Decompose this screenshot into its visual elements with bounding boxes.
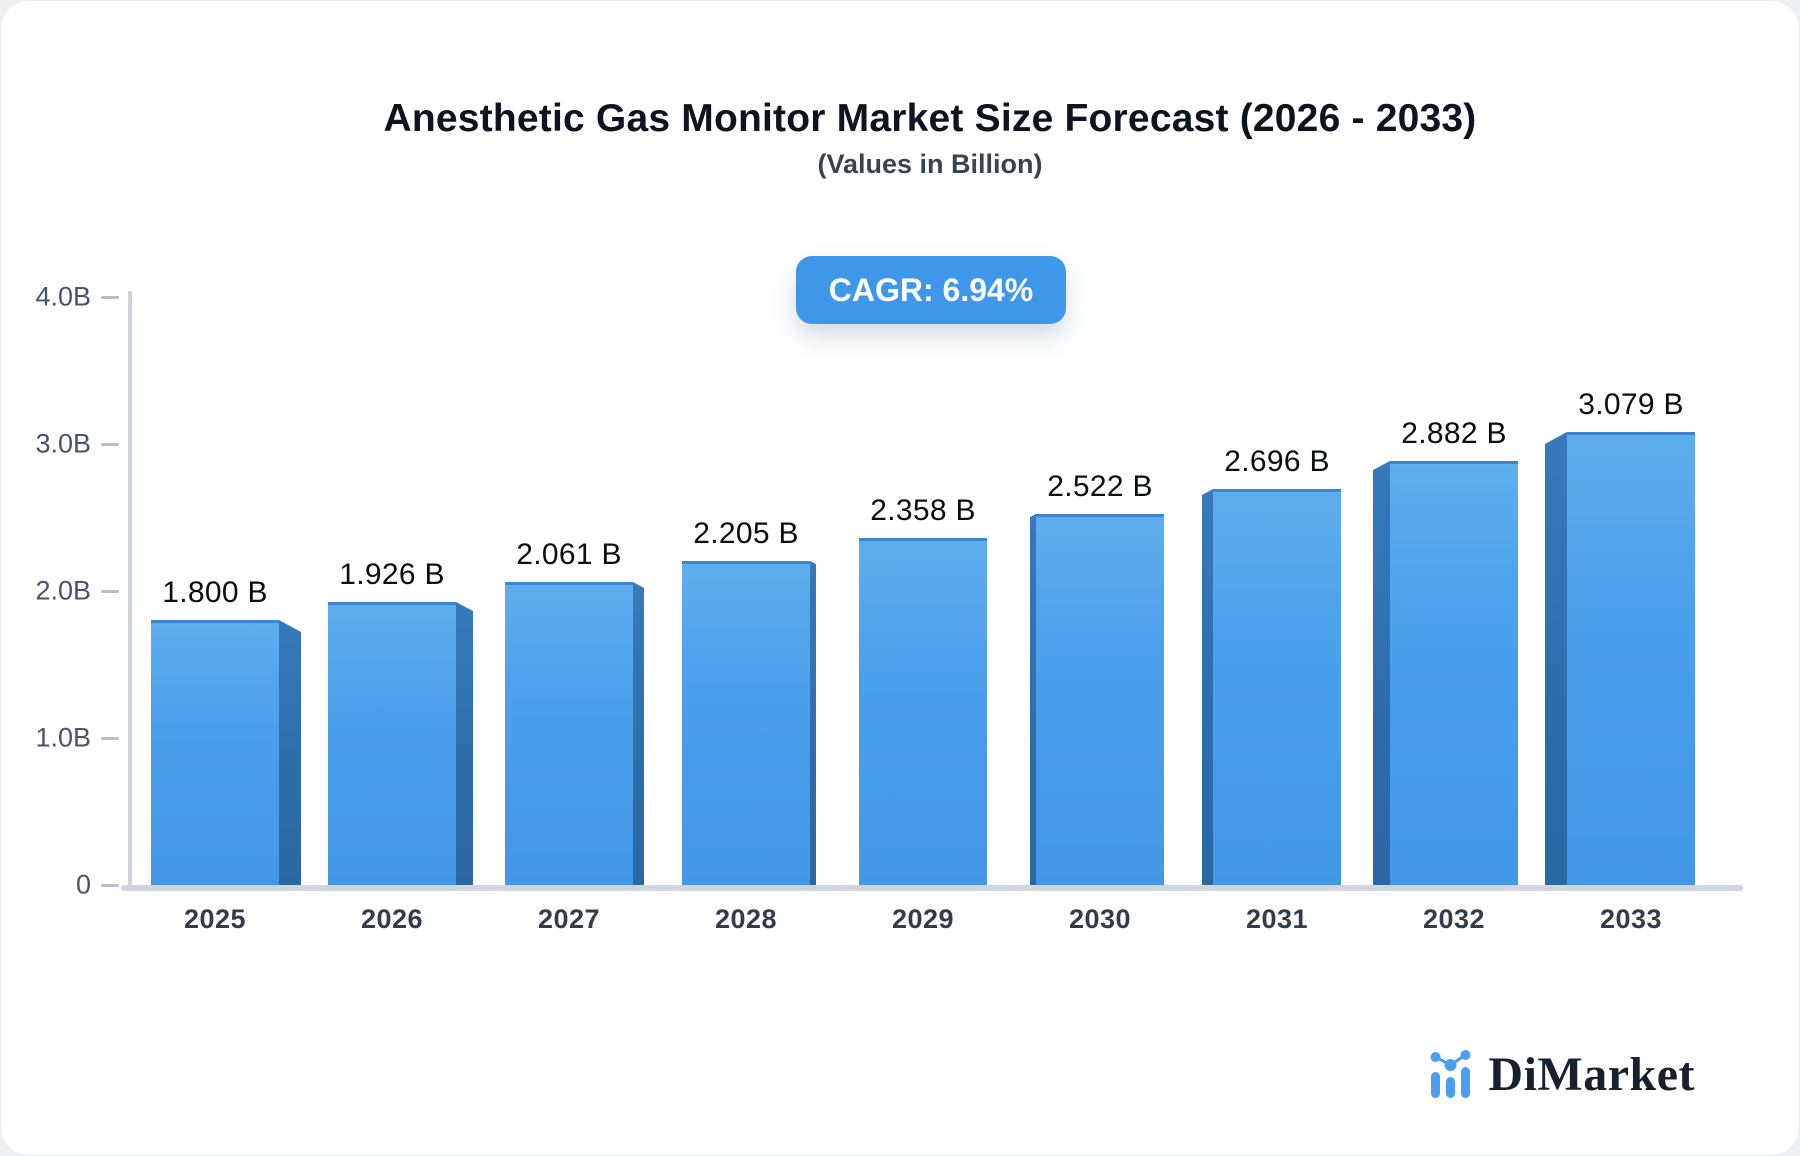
y-axis-tick — [101, 589, 119, 593]
y-axis-label: 2.0B — [35, 575, 91, 606]
y-axis-label: 1.0B — [35, 722, 91, 753]
cagr-badge: CAGR: 6.94% — [796, 256, 1066, 324]
x-axis-label: 2031 — [1245, 904, 1309, 934]
x-axis-label: 2025 — [183, 904, 247, 934]
y-axis-label: 0 — [75, 869, 91, 900]
bar — [1213, 489, 1341, 885]
dimarket-logo: DiMarket — [1428, 1047, 1695, 1102]
bar — [1036, 514, 1164, 885]
x-axis-label: 2028 — [714, 904, 778, 934]
dimarket-logo-text: DiMarket — [1488, 1048, 1695, 1101]
chart-title: Anesthetic Gas Monitor Market Size Forec… — [383, 97, 1477, 140]
bar-3d-side-face — [1545, 432, 1567, 885]
x-axis-label: 2032 — [1422, 904, 1486, 934]
bar-value-label: 2.882 B — [1401, 417, 1507, 450]
y-axis-tick — [101, 736, 119, 740]
x-axis-label: 2027 — [537, 904, 601, 934]
bar-3d-side-face — [810, 561, 816, 885]
bar — [505, 582, 633, 885]
bar — [151, 620, 279, 885]
bar-value-label: 2.205 B — [693, 517, 799, 550]
bar-3d-side-face — [1030, 514, 1036, 885]
bar-3d-side-face — [1202, 489, 1213, 885]
bar-chart-sparkline-icon — [1430, 1049, 1471, 1098]
x-axis-label: 2026 — [360, 904, 424, 934]
bar-value-label: 3.079 B — [1578, 388, 1684, 421]
cagr-badge-label: CAGR: 6.94% — [828, 271, 1034, 308]
bar-3d-side-face — [456, 602, 473, 885]
bar-value-label: 2.061 B — [516, 538, 622, 571]
y-axis-label: 3.0B — [35, 428, 91, 459]
x-axis-label: 2033 — [1599, 904, 1663, 934]
y-axis-tick — [101, 295, 119, 299]
bar-value-label: 2.358 B — [870, 494, 976, 527]
bar-value-label: 1.800 B — [162, 576, 268, 609]
bar-value-label: 2.522 B — [1047, 470, 1153, 503]
y-axis-label: 4.0B — [35, 281, 91, 312]
bar-3d-side-face — [633, 582, 644, 885]
bar-value-label: 2.696 B — [1224, 445, 1330, 478]
x-axis-baseline — [121, 885, 1743, 891]
y-axis-line — [128, 291, 132, 891]
bar — [328, 602, 456, 885]
x-axis-label: 2030 — [1068, 904, 1132, 934]
x-axis-label: 2029 — [891, 904, 955, 934]
chart-subtitle: (Values in Billion) — [817, 149, 1043, 179]
bar — [682, 561, 810, 885]
bar — [1390, 461, 1518, 885]
bar — [1567, 432, 1695, 885]
y-axis-tick — [101, 883, 119, 887]
bar-value-label: 1.926 B — [339, 558, 445, 591]
bar — [859, 538, 987, 885]
y-axis-tick — [101, 442, 119, 446]
bar-3d-side-face — [1373, 461, 1390, 885]
bar-3d-side-face — [279, 620, 301, 885]
